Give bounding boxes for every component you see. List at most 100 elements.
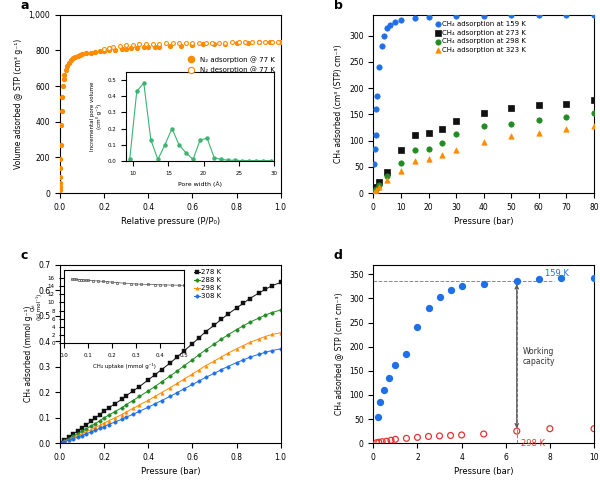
288 K	[224, 332, 232, 338]
CH₄ adsorption at 273 K	[562, 100, 571, 108]
308 K	[268, 348, 275, 354]
Legend: CH₄ adsorption at 159 K, CH₄ adsorption at 273 K, CH₄ adsorption at 298 K, CH₄ a: CH₄ adsorption at 159 K, CH₄ adsorption …	[432, 18, 529, 56]
278 K	[96, 412, 103, 417]
298 K	[122, 409, 130, 415]
278 K	[158, 367, 165, 373]
Y-axis label: CH₄ adsorbed @ STP (cm³ cm⁻³): CH₄ adsorbed @ STP (cm³ cm⁻³)	[334, 293, 343, 415]
308 K	[122, 414, 130, 420]
288 K	[255, 315, 262, 321]
Point	[479, 430, 488, 438]
CH₄ adsorption at 273 K	[370, 187, 379, 195]
278 K	[122, 393, 130, 399]
308 K	[118, 416, 125, 422]
288 K	[246, 319, 253, 325]
Point	[512, 278, 521, 285]
CH₄ adsorption at 273 K	[534, 102, 544, 110]
CH₄ adsorption at 298 K	[371, 185, 381, 193]
288 K	[118, 405, 125, 411]
308 K	[217, 367, 224, 373]
CH₄ adsorption at 273 K	[437, 125, 447, 132]
Point	[413, 323, 422, 331]
Text: d: d	[334, 249, 343, 262]
308 K	[92, 427, 99, 433]
278 K	[202, 329, 209, 335]
288 K	[239, 323, 247, 329]
288 K	[268, 310, 275, 316]
Point	[401, 434, 411, 442]
298 K	[79, 431, 86, 437]
308 K	[196, 378, 203, 384]
308 K	[96, 426, 103, 431]
308 K	[151, 401, 158, 407]
288 K	[145, 388, 152, 394]
298 K	[262, 334, 269, 339]
298 K	[70, 434, 77, 440]
298 K	[145, 397, 152, 403]
278 K	[180, 348, 187, 354]
Point	[384, 374, 394, 382]
298 K	[233, 346, 240, 352]
Line: 298 K: 298 K	[58, 331, 283, 445]
CH₄ adsorption at 159 K	[534, 11, 544, 19]
Point	[424, 432, 433, 440]
CH₄ adsorption at 323 K	[370, 189, 379, 197]
Point	[401, 350, 411, 358]
CH₄ adsorption at 159 K	[370, 145, 380, 152]
308 K	[74, 434, 81, 440]
288 K	[136, 393, 143, 399]
288 K	[92, 421, 99, 427]
288 K	[74, 431, 81, 437]
CH₄ adsorption at 159 K	[506, 11, 516, 19]
278 K	[246, 296, 253, 301]
288 K	[217, 337, 224, 342]
CH₄ adsorption at 159 K	[374, 63, 383, 71]
278 K	[74, 428, 81, 434]
288 K	[196, 352, 203, 357]
278 K	[70, 431, 77, 437]
308 K	[173, 390, 181, 395]
308 K	[158, 398, 165, 404]
298 K	[61, 438, 68, 444]
Y-axis label: CH₄ adsorbed (cm³ (STP) cm⁻³): CH₄ adsorbed (cm³ (STP) cm⁻³)	[334, 45, 343, 163]
CH₄ adsorption at 298 K	[451, 130, 461, 138]
Text: Working
capacity: Working capacity	[522, 347, 555, 366]
278 K	[129, 388, 136, 394]
278 K	[268, 283, 275, 289]
308 K	[211, 370, 218, 376]
298 K	[87, 427, 94, 432]
308 K	[87, 429, 94, 435]
Point	[512, 427, 521, 435]
CH₄ adsorption at 159 K	[451, 12, 461, 20]
298 K	[151, 393, 158, 399]
308 K	[262, 350, 269, 356]
308 K	[239, 357, 247, 363]
CH₄ adsorption at 273 K	[374, 178, 383, 186]
278 K	[224, 311, 232, 317]
278 K	[189, 341, 196, 347]
298 K	[180, 376, 187, 382]
Point	[446, 431, 455, 439]
Point	[435, 293, 445, 301]
Point	[457, 431, 466, 439]
CH₄ adsorption at 298 K	[437, 139, 447, 147]
278 K	[173, 354, 181, 360]
288 K	[101, 415, 108, 421]
298 K	[118, 412, 125, 417]
288 K	[79, 428, 86, 434]
Point	[589, 274, 599, 282]
Point	[545, 425, 554, 432]
298 K	[239, 343, 247, 349]
278 K	[217, 317, 224, 322]
298 K	[129, 406, 136, 412]
CH₄ adsorption at 159 K	[562, 11, 571, 19]
288 K	[83, 426, 90, 431]
308 K	[202, 375, 209, 380]
308 K	[224, 364, 232, 370]
CH₄ adsorption at 323 K	[410, 157, 419, 165]
Point	[479, 280, 488, 288]
278 K	[79, 425, 86, 431]
278 K	[277, 280, 284, 285]
288 K	[211, 341, 218, 347]
CH₄ adsorption at 298 K	[562, 113, 571, 121]
298 K	[92, 425, 99, 431]
